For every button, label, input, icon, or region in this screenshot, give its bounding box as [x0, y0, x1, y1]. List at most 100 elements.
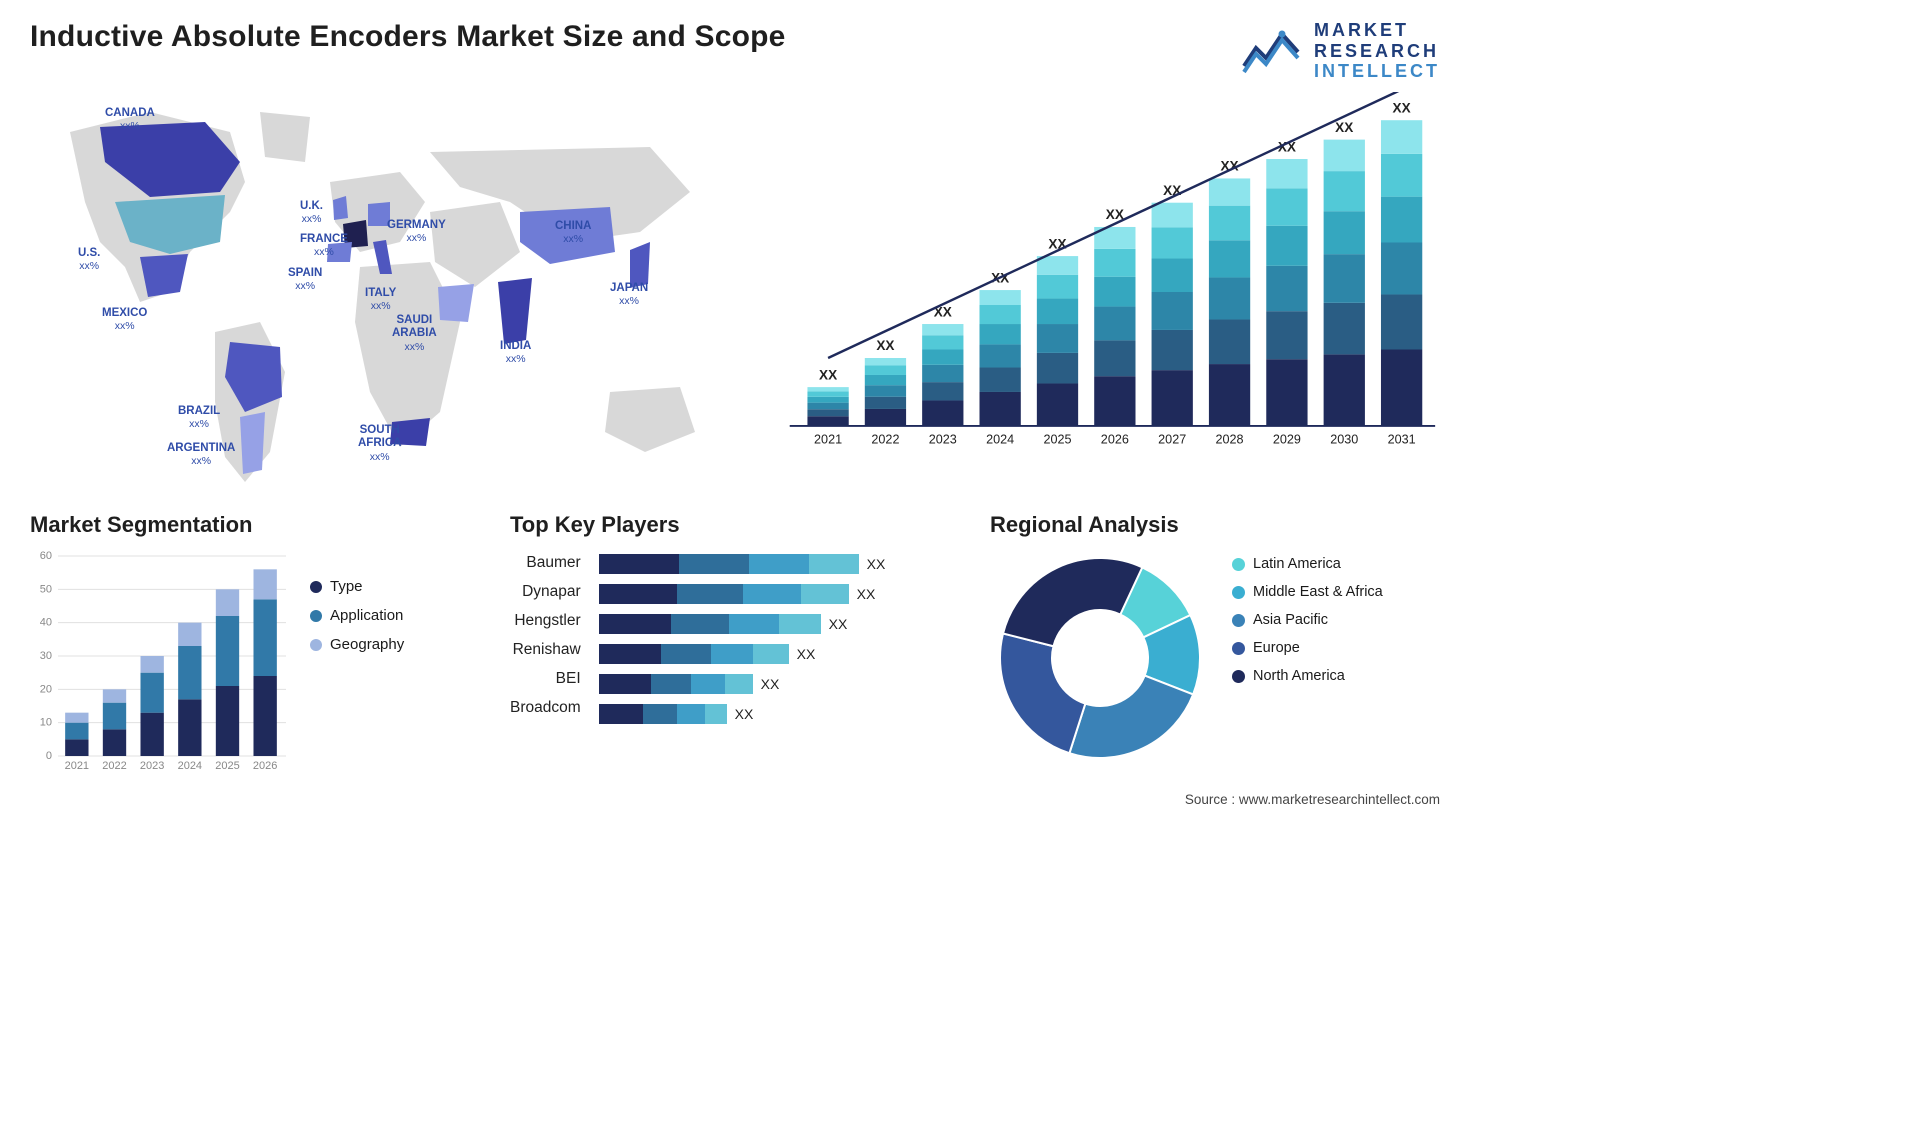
player-name: Hengstler [510, 612, 581, 630]
header: Inductive Absolute Encoders Market Size … [30, 20, 1440, 82]
player-name: Broadcom [510, 699, 581, 717]
player-bar-row: XX [599, 584, 960, 604]
segmentation-panel: Market Segmentation 01020304050602021202… [30, 512, 480, 778]
svg-text:2021: 2021 [65, 760, 89, 772]
player-value: XX [735, 706, 754, 722]
svg-text:XX: XX [1393, 101, 1411, 116]
svg-text:60: 60 [40, 550, 52, 562]
top-row: CANADAxx%U.S.xx%MEXICOxx%BRAZILxx%ARGENT… [30, 92, 1440, 492]
player-bar [599, 554, 859, 574]
page-title: Inductive Absolute Encoders Market Size … [30, 20, 786, 54]
player-name: Dynapar [510, 583, 581, 601]
player-bar-row: XX [599, 704, 960, 724]
player-name: BEI [510, 670, 581, 688]
legend-item: North America [1232, 668, 1383, 684]
map-label: INDIAxx% [500, 340, 531, 365]
donut-holder [990, 548, 1210, 768]
player-name: Renishaw [510, 641, 581, 659]
segmentation-body: 0 10 20 30 40 50 60 2021 2022 2023 2024 2025 2026 Ty… [30, 548, 480, 778]
player-bar-row: XX [599, 644, 960, 664]
svg-text:2026: 2026 [253, 760, 277, 772]
segmentation-svg: 0 10 20 30 40 50 60 2021 2022 2023 2024 2025 2026 [30, 548, 290, 778]
legend-item: Geography [310, 636, 404, 653]
svg-text:2025: 2025 [215, 760, 239, 772]
lower-row: Market Segmentation 01020304050602021202… [30, 512, 1440, 778]
legend-item: Application [310, 607, 404, 624]
brand-mark-icon [1242, 28, 1304, 74]
svg-text:XX: XX [876, 338, 894, 353]
player-value: XX [797, 646, 816, 662]
player-bar-row: XX [599, 614, 960, 634]
page: Inductive Absolute Encoders Market Size … [0, 0, 1470, 878]
regional-title: Regional Analysis [990, 512, 1440, 538]
svg-text:XX: XX [1335, 120, 1353, 135]
legend-item: Asia Pacific [1232, 612, 1383, 628]
player-bar [599, 584, 849, 604]
map-label: SPAINxx% [288, 267, 322, 292]
map-label: ITALYxx% [365, 287, 396, 312]
map-label: SAUDIARABIAxx% [392, 314, 437, 353]
brand-line1: MARKET [1314, 20, 1440, 41]
svg-text:XX: XX [1048, 236, 1066, 251]
legend-item: Middle East & Africa [1232, 584, 1383, 600]
regional-panel: Regional Analysis Latin America Middle Ea… [990, 512, 1440, 778]
svg-text:2029: 2029 [1273, 432, 1301, 446]
svg-text:2022: 2022 [102, 760, 126, 772]
player-bar-row: XX [599, 674, 960, 694]
svg-text:2028: 2028 [1216, 432, 1244, 446]
players-panel: Top Key Players BaumerDynaparHengstlerRe… [510, 512, 960, 778]
donut-svg [990, 548, 1210, 768]
svg-text:30: 30 [40, 650, 52, 662]
brand-text: MARKET RESEARCH INTELLECT [1314, 20, 1440, 82]
player-value: XX [867, 556, 886, 572]
regional-legend: Latin America Middle East & Africa Asia Pa… [1232, 556, 1383, 684]
svg-text:2023: 2023 [929, 432, 957, 446]
player-bar [599, 614, 821, 634]
source-text: Source : www.marketresearchintellect.com [30, 792, 1440, 807]
forecast-chart: XX2021XX2022XX2023XX2024XX2025XX2026XX20… [780, 92, 1440, 492]
world-map: CANADAxx%U.S.xx%MEXICOxx%BRAZILxx%ARGENT… [30, 92, 750, 492]
map-label: ARGENTINAxx% [167, 442, 235, 467]
svg-text:2022: 2022 [871, 432, 899, 446]
players-body: Baumer Dynapar Hengstler Renishaw BEI Broadco… [510, 548, 960, 724]
map-label: BRAZILxx% [178, 405, 220, 430]
players-bars: XX XX XX XX XX XX [599, 554, 960, 724]
segmentation-legend: Type Application Geography [310, 578, 404, 778]
svg-text:10: 10 [40, 717, 52, 729]
svg-text:2031: 2031 [1388, 432, 1416, 446]
svg-text:20: 20 [40, 683, 52, 695]
map-label: U.S.xx% [78, 247, 100, 272]
svg-text:0: 0 [46, 750, 52, 762]
map-label: FRANCExx% [300, 233, 348, 258]
map-label: MEXICOxx% [102, 307, 147, 332]
player-value: XX [829, 616, 848, 632]
map-label: GERMANYxx% [387, 219, 446, 244]
player-bar [599, 704, 727, 724]
brand-line2: RESEARCH [1314, 41, 1440, 62]
legend-item: Type [310, 578, 404, 595]
svg-text:2027: 2027 [1158, 432, 1186, 446]
map-label: SOUTHAFRICAxx% [358, 424, 401, 463]
map-label: U.K.xx% [300, 200, 323, 225]
svg-text:2024: 2024 [986, 432, 1014, 446]
svg-text:2023: 2023 [140, 760, 164, 772]
map-label: JAPANxx% [610, 282, 648, 307]
svg-text:50: 50 [40, 583, 52, 595]
map-label: CHINAxx% [555, 220, 591, 245]
brand-line3: INTELLECT [1314, 61, 1440, 82]
svg-text:2025: 2025 [1043, 432, 1071, 446]
player-value: XX [761, 676, 780, 692]
svg-text:2021: 2021 [814, 432, 842, 446]
legend-item: Europe [1232, 640, 1383, 656]
player-bar-row: XX [599, 554, 960, 574]
svg-text:40: 40 [40, 617, 52, 629]
brand-logo: MARKET RESEARCH INTELLECT [1242, 20, 1440, 82]
players-names: Baumer Dynapar Hengstler Renishaw BEI Broadco… [510, 554, 581, 724]
player-bar [599, 644, 789, 664]
player-value: XX [857, 586, 876, 602]
player-name: Baumer [510, 554, 581, 572]
player-bar [599, 674, 753, 694]
svg-text:2024: 2024 [178, 760, 202, 772]
regional-body: Latin America Middle East & Africa Asia Pa… [990, 548, 1440, 768]
legend-item: Latin America [1232, 556, 1383, 572]
